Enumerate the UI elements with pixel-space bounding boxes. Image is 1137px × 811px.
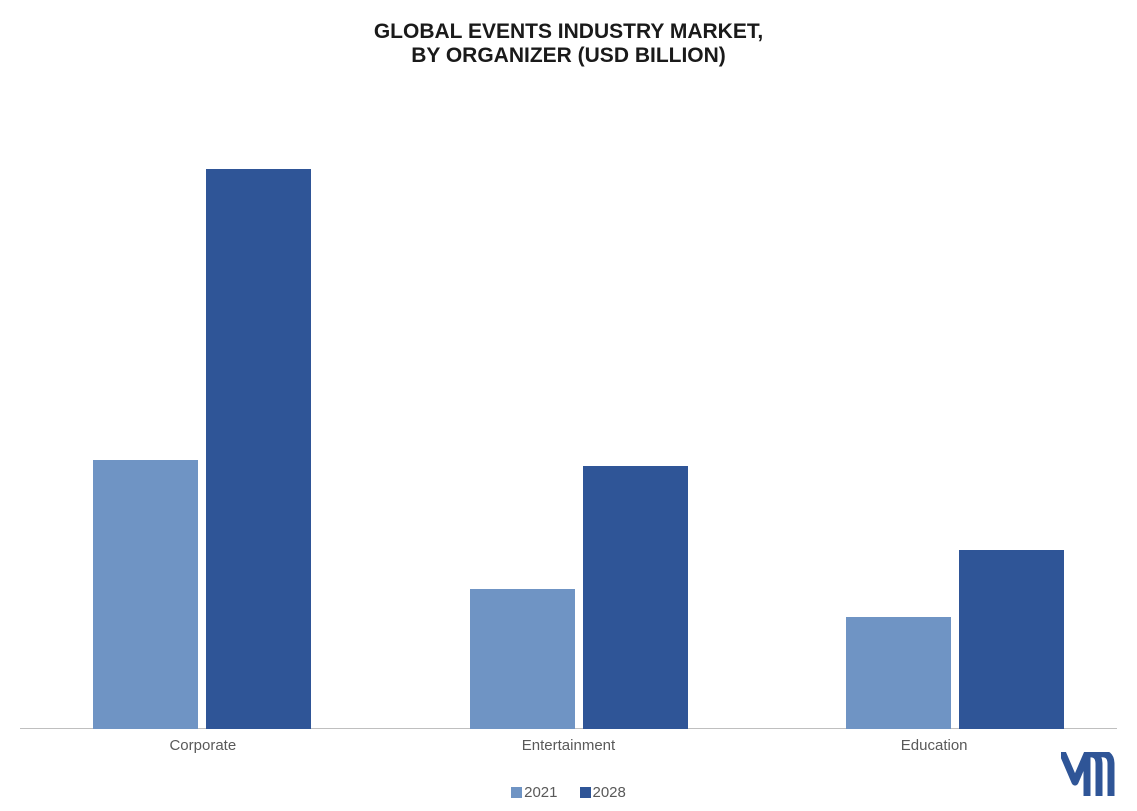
- title-line-1: GLOBAL EVENTS INDUSTRY MARKET,: [10, 20, 1127, 44]
- bar-education-2028: [959, 550, 1064, 729]
- chart-title: GLOBAL EVENTS INDUSTRY MARKET, BY ORGANI…: [10, 20, 1127, 68]
- title-line-2: BY ORGANIZER (USD BILLION): [10, 44, 1127, 68]
- bar-education-2021: [846, 617, 951, 729]
- plot-area: [20, 118, 1117, 729]
- legend-swatch-2021: [511, 787, 522, 798]
- bar-entertainment-2021: [470, 589, 575, 729]
- bar-corporate-2028: [206, 169, 311, 729]
- chart-container: GLOBAL EVENTS INDUSTRY MARKET, BY ORGANI…: [0, 0, 1137, 811]
- legend-label-2028: 2028: [593, 784, 626, 801]
- bar-corporate-2021: [93, 460, 198, 729]
- brand-logo: [1061, 752, 1119, 801]
- legend: 2021 2028: [10, 784, 1127, 801]
- bar-entertainment-2028: [583, 466, 688, 729]
- legend-item-2021: 2021: [511, 784, 557, 801]
- legend-item-2028: 2028: [580, 784, 626, 801]
- legend-swatch-2028: [580, 787, 591, 798]
- legend-label-2021: 2021: [524, 784, 557, 801]
- category-label-entertainment: Entertainment: [386, 737, 752, 754]
- category-labels-row: CorporateEntertainmentEducation: [20, 737, 1117, 754]
- category-label-corporate: Corporate: [20, 737, 386, 754]
